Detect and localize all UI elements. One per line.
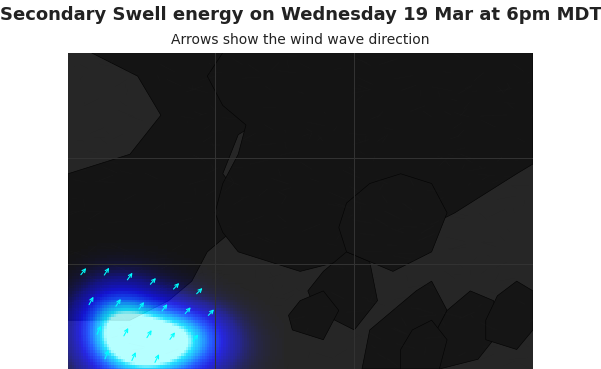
Polygon shape (288, 291, 339, 340)
Polygon shape (432, 291, 501, 369)
Polygon shape (68, 53, 285, 320)
Text: Secondary Swell energy on Wednesday 19 Mar at 6pm MDT: Secondary Swell energy on Wednesday 19 M… (0, 6, 601, 24)
Polygon shape (401, 320, 447, 369)
Polygon shape (308, 252, 377, 330)
Polygon shape (486, 281, 533, 349)
Text: Arrows show the wind wave direction: Arrows show the wind wave direction (171, 32, 430, 46)
Polygon shape (339, 174, 447, 271)
Polygon shape (362, 281, 447, 369)
Polygon shape (207, 53, 533, 271)
